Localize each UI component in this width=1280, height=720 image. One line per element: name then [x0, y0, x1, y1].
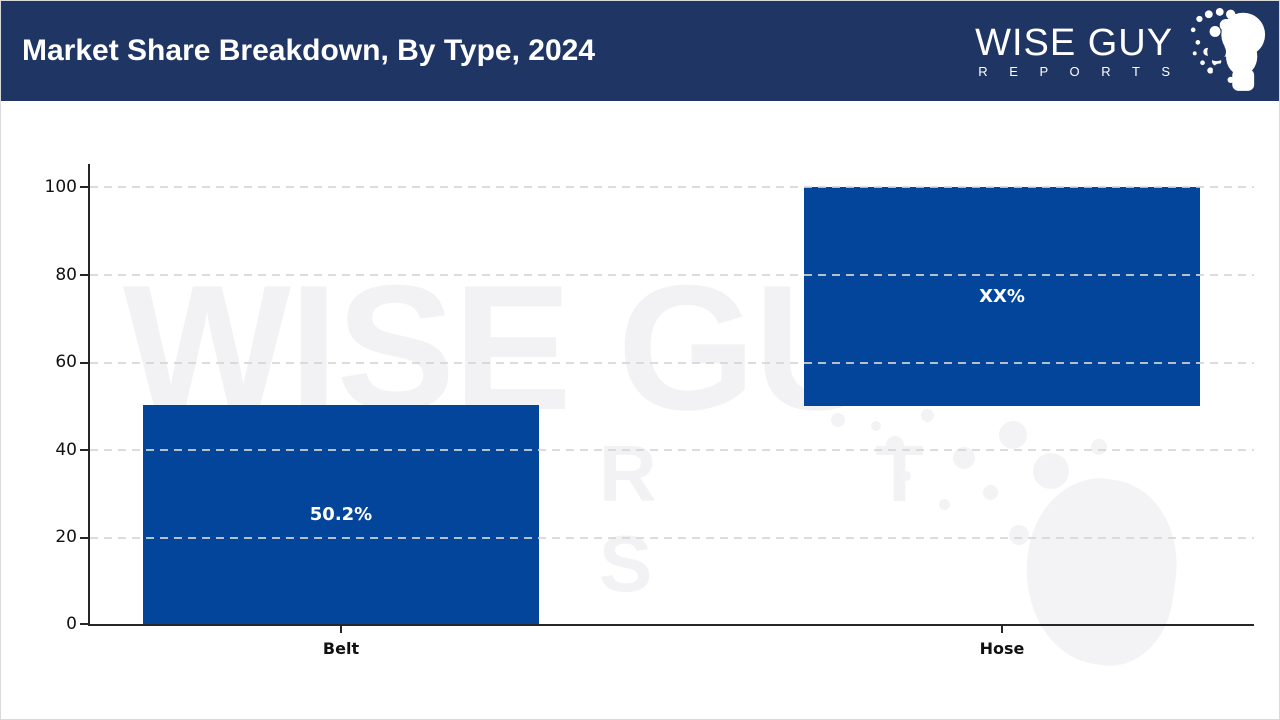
bar-value-label-hose: XX%: [979, 286, 1025, 307]
watermark-dot: [983, 485, 998, 500]
bar-hose: [804, 187, 1200, 406]
gridline-80: [90, 274, 1254, 276]
y-axis-line: [88, 164, 90, 626]
wiseguy-head-icon: [1190, 8, 1266, 91]
x-axis-line: [88, 624, 1254, 626]
watermark-dot: [953, 447, 975, 469]
x-category-label-belt: Belt: [322, 639, 360, 658]
x-tick: [1001, 626, 1003, 633]
watermark-dot: [886, 436, 904, 454]
bar-value-label-belt: 50.2%: [309, 504, 373, 525]
y-tick: [80, 623, 88, 625]
y-tick: [80, 537, 88, 539]
wiseguy-logo-text: WISE GUY R E P O R T S: [969, 23, 1179, 80]
x-tick: [340, 626, 342, 633]
y-tick: [80, 449, 88, 451]
y-tick-label: 40: [55, 440, 77, 460]
gridline-40: [90, 449, 1254, 451]
y-tick-label: 0: [66, 614, 77, 634]
watermark-dot: [1033, 453, 1069, 489]
gridline-60: [90, 362, 1254, 364]
y-tick-label: 60: [55, 352, 77, 372]
y-tick-label: 20: [55, 527, 77, 547]
watermark-dot: [1009, 525, 1029, 545]
gridline-100: [90, 186, 1254, 188]
watermark-dot: [921, 409, 934, 422]
y-tick: [80, 186, 88, 188]
y-tick: [80, 274, 88, 276]
header-band: Market Share Breakdown, By Type, 2024 WI…: [1, 1, 1279, 101]
watermark-dot: [939, 499, 950, 510]
bar-belt: [143, 405, 539, 624]
gridline-20: [90, 537, 1254, 539]
y-tick-label: 80: [55, 265, 77, 285]
watermark-dot: [831, 413, 845, 427]
watermark-dot: [901, 471, 911, 481]
wiseguy-logo: WISE GUY R E P O R T S: [969, 8, 1279, 94]
y-tick: [80, 362, 88, 364]
logo-subtitle: R E P O R T S: [978, 63, 1179, 79]
watermark-dot: [999, 421, 1027, 449]
y-tick-label: 100: [44, 177, 77, 197]
page-title: Market Share Breakdown, By Type, 2024: [22, 34, 596, 67]
x-category-label-hose: Hose: [979, 639, 1025, 658]
watermark-subtitle: R T S: [599, 429, 1022, 608]
watermark-dot: [1091, 439, 1107, 455]
watermark-dot: [871, 421, 881, 431]
logo-wordmark: WISE GUY: [975, 21, 1174, 64]
